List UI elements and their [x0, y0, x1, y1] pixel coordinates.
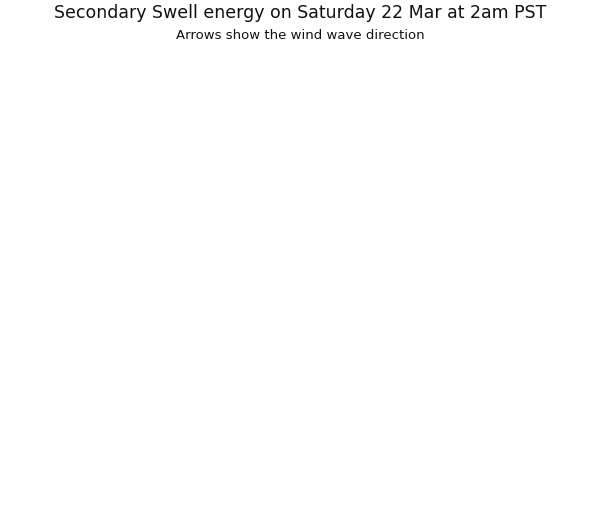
Text: Secondary Swell energy on Saturday 22 Mar at 2am PST: Secondary Swell energy on Saturday 22 Ma…: [54, 4, 547, 22]
Text: Arrows show the wind wave direction: Arrows show the wind wave direction: [176, 29, 425, 42]
